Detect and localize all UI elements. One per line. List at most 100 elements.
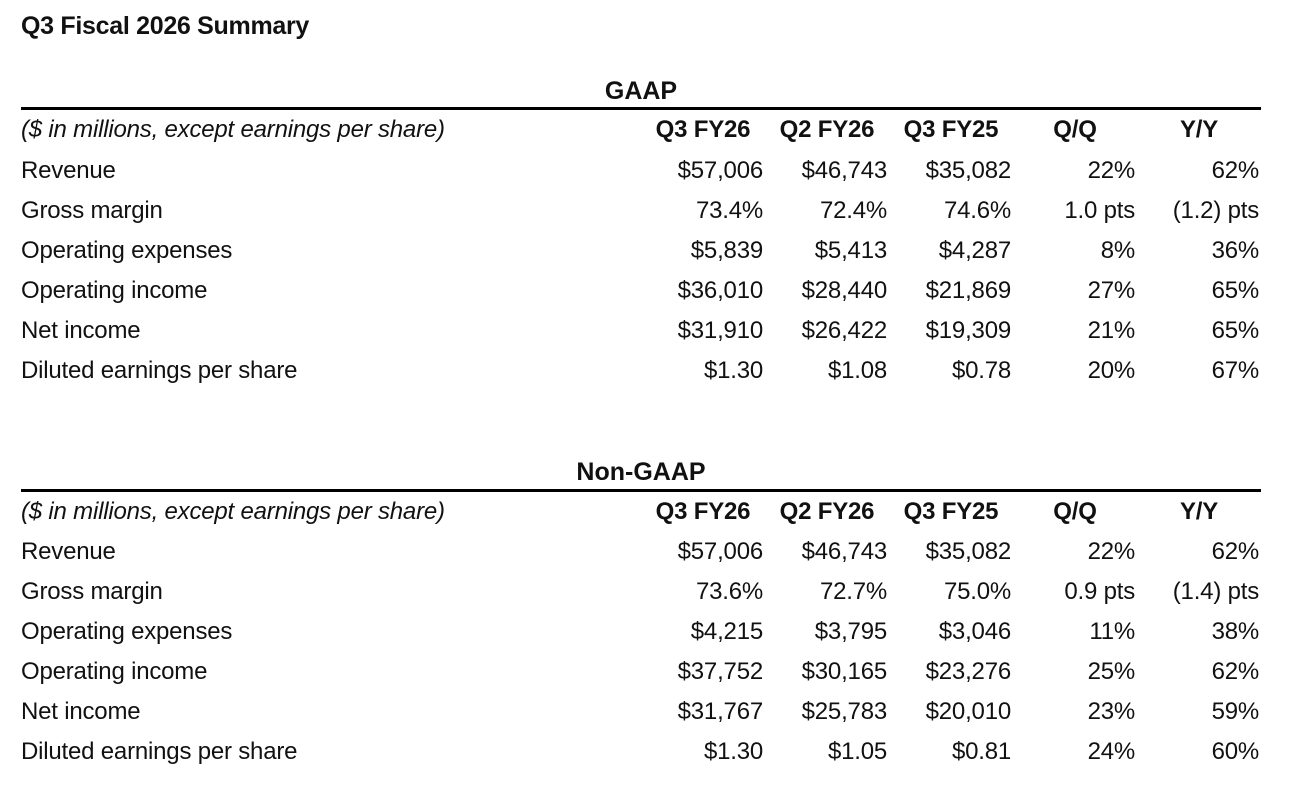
section-heading-gaap: GAAP bbox=[604, 77, 678, 105]
cell-value: $3,795 bbox=[814, 618, 887, 645]
cell-value: 21% bbox=[1087, 316, 1136, 344]
cell-value: $37,752 bbox=[677, 658, 764, 685]
cell-value: $5,413 bbox=[814, 236, 887, 264]
cell-value: $0.81 bbox=[951, 738, 1011, 765]
table-row: Revenue $57,006 $46,743 $35,082 22% 62% bbox=[21, 532, 1261, 572]
table-caption: ($ in millions, except earnings per shar… bbox=[21, 116, 445, 144]
gaap-table-section: GAAP ($ in millions, except earnings per… bbox=[21, 78, 1268, 391]
cell-value: 24% bbox=[1087, 738, 1136, 765]
column-header: Y/Y bbox=[1179, 497, 1219, 525]
table-caption: ($ in millions, except earnings per shar… bbox=[21, 497, 445, 525]
row-label: Operating income bbox=[21, 276, 208, 304]
cell-value: 1.0 pts bbox=[1064, 196, 1135, 224]
cell-value: 72.7% bbox=[819, 578, 887, 605]
gaap-table: ($ in millions, except earnings per shar… bbox=[21, 107, 1261, 391]
column-header: Q2 FY26 bbox=[779, 116, 875, 144]
cell-value: (1.2) pts bbox=[1172, 196, 1259, 224]
cell-value: 11% bbox=[1089, 618, 1135, 645]
cell-value: $25,783 bbox=[801, 698, 888, 725]
row-label: Net income bbox=[21, 316, 141, 344]
table-row: Operating income $37,752 $30,165 $23,276 25%… bbox=[21, 652, 1261, 692]
cell-value: 59% bbox=[1211, 698, 1260, 725]
cell-value: 72.4% bbox=[819, 196, 887, 224]
table-body: Revenue $57,006 $46,743 $35,082 22% 62% Gross … bbox=[21, 151, 1261, 391]
cell-value: $36,010 bbox=[677, 276, 764, 304]
column-header: Q3 FY25 bbox=[903, 116, 999, 144]
row-label: Operating income bbox=[21, 658, 208, 685]
cell-value: 65% bbox=[1211, 316, 1260, 344]
cell-value: 38% bbox=[1211, 618, 1260, 645]
row-label: Operating expenses bbox=[21, 618, 233, 645]
cell-value: $28,440 bbox=[801, 276, 888, 304]
column-header: Q/Q bbox=[1053, 116, 1097, 144]
cell-value: 62% bbox=[1211, 658, 1260, 685]
cell-value: 62% bbox=[1211, 156, 1260, 184]
cell-value: 73.4% bbox=[695, 196, 763, 224]
cell-value: 67% bbox=[1211, 356, 1260, 384]
cell-value: $30,165 bbox=[801, 658, 888, 685]
row-label: Revenue bbox=[21, 156, 116, 184]
row-label: Net income bbox=[21, 698, 141, 725]
table-body: Revenue $57,006 $46,743 $35,082 22% 62% Gross … bbox=[21, 532, 1261, 772]
cell-value: 65% bbox=[1211, 276, 1260, 304]
cell-value: $26,422 bbox=[801, 316, 888, 344]
cell-value: 75.0% bbox=[943, 578, 1011, 605]
row-label: Gross margin bbox=[21, 578, 163, 605]
cell-value: $1.30 bbox=[703, 738, 763, 765]
cell-value: 62% bbox=[1211, 538, 1260, 565]
cell-value: 22% bbox=[1087, 156, 1136, 184]
cell-value: 60% bbox=[1211, 738, 1260, 765]
cell-value: $3,046 bbox=[938, 618, 1011, 645]
column-header: Q/Q bbox=[1053, 497, 1097, 525]
table-row: Diluted earnings per share $1.30 $1.08 $0.7… bbox=[21, 351, 1261, 391]
cell-value: $1.05 bbox=[827, 738, 887, 765]
cell-value: 25% bbox=[1087, 658, 1136, 685]
cell-value: $35,082 bbox=[925, 156, 1012, 184]
column-header: Q3 FY26 bbox=[655, 116, 751, 144]
row-label: Diluted earnings per share bbox=[21, 738, 298, 765]
row-label: Revenue bbox=[21, 538, 116, 565]
header-row: ($ in millions, except earnings per shar… bbox=[21, 490, 1261, 532]
cell-value: $57,006 bbox=[677, 156, 764, 184]
cell-value: $1.30 bbox=[703, 356, 763, 384]
cell-value: $46,743 bbox=[801, 538, 888, 565]
cell-value: 23% bbox=[1087, 698, 1136, 725]
table-row: Net income $31,767 $25,783 $20,010 23% 59% bbox=[21, 692, 1261, 732]
row-label: Gross margin bbox=[21, 196, 163, 224]
cell-value: $21,869 bbox=[925, 276, 1012, 304]
cell-value: $4,287 bbox=[938, 236, 1011, 264]
column-header: Q3 FY26 bbox=[655, 497, 751, 525]
cell-value: $31,910 bbox=[677, 316, 764, 344]
cell-value: $0.78 bbox=[951, 356, 1011, 384]
document: Q3 Fiscal 2026 Summary GAAP ($ in millio… bbox=[21, 12, 1268, 773]
row-label: Operating expenses bbox=[21, 236, 233, 264]
non-gaap-table-section: Non-GAAP ($ in millions, except earnings… bbox=[21, 459, 1268, 773]
cell-value: $31,767 bbox=[677, 698, 764, 725]
cell-value: $5,839 bbox=[690, 236, 763, 264]
cell-value: $23,276 bbox=[925, 658, 1012, 685]
table-row: Net income $31,910 $26,422 $19,309 21% 65% bbox=[21, 311, 1261, 351]
column-header: Q2 FY26 bbox=[779, 497, 875, 525]
table-row: Gross margin 73.6% 72.7% 75.0% 0.9 pts (1.4) … bbox=[21, 572, 1261, 612]
cell-value: 36% bbox=[1211, 236, 1260, 264]
table-row: Operating expenses $5,839 $5,413 $4,287 8% 36… bbox=[21, 231, 1261, 271]
non-gaap-table: ($ in millions, except earnings per shar… bbox=[21, 488, 1261, 773]
column-header: Q3 FY25 bbox=[903, 497, 999, 525]
page-title: Q3 Fiscal 2026 Summary bbox=[21, 12, 310, 40]
cell-value: (1.4) pts bbox=[1172, 578, 1259, 605]
cell-value: $1.08 bbox=[827, 356, 887, 384]
cell-value: 22% bbox=[1087, 538, 1136, 565]
cell-value: $20,010 bbox=[925, 698, 1012, 725]
table-row: Operating expenses $4,215 $3,795 $3,046 11% 3… bbox=[21, 612, 1261, 652]
cell-value: $19,309 bbox=[925, 316, 1012, 344]
cell-value: 0.9 pts bbox=[1064, 578, 1135, 605]
section-heading-non-gaap: Non-GAAP bbox=[576, 457, 706, 486]
cell-value: $57,006 bbox=[677, 538, 764, 565]
cell-value: 20% bbox=[1087, 356, 1136, 384]
cell-value: 73.6% bbox=[695, 578, 763, 605]
cell-value: 74.6% bbox=[943, 196, 1011, 224]
cell-value: 8% bbox=[1100, 236, 1135, 264]
header-row: ($ in millions, except earnings per shar… bbox=[21, 109, 1261, 151]
cell-value: 27% bbox=[1087, 276, 1136, 304]
column-header: Y/Y bbox=[1179, 116, 1219, 144]
